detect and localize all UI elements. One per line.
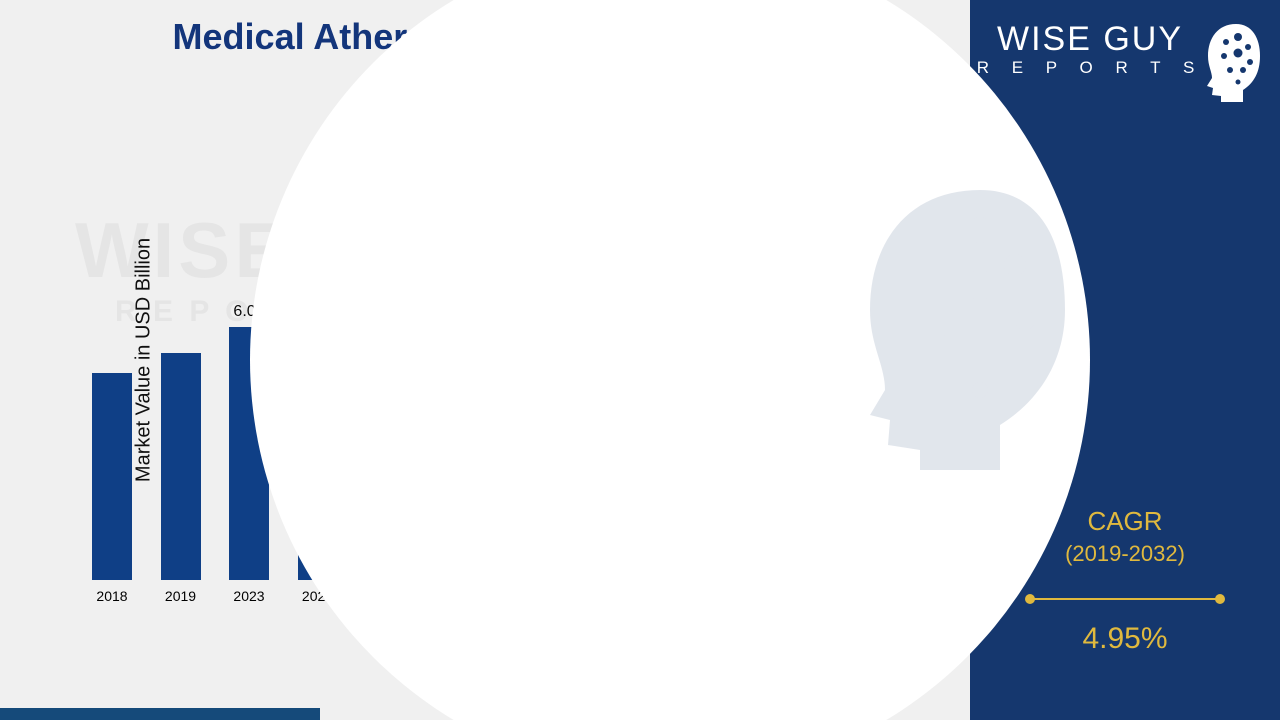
- cagr-range: (2019-2032): [970, 541, 1280, 567]
- cagr-divider: [1030, 598, 1220, 600]
- bar-2018: [92, 373, 132, 580]
- bar-2019: [161, 353, 201, 580]
- xtick-2023: 2023: [233, 588, 264, 604]
- watermark-head-icon: [830, 170, 1090, 480]
- logo-head-icon: [1196, 20, 1266, 104]
- brand-logo: WISE GUY R E P O R T S: [970, 22, 1280, 80]
- bottom-accent-bar: [0, 708, 320, 720]
- xtick-2019: 2019: [165, 588, 196, 604]
- xtick-2018: 2018: [96, 588, 127, 604]
- cagr-label: CAGR: [970, 506, 1280, 537]
- canvas: WISE GUY R E P O R T S Medical Atherecto…: [0, 0, 1280, 720]
- cagr-value: 4.95%: [970, 622, 1280, 656]
- side-panel: WISE GUY R E P O R T S CAGR (2019-2032) …: [970, 0, 1280, 720]
